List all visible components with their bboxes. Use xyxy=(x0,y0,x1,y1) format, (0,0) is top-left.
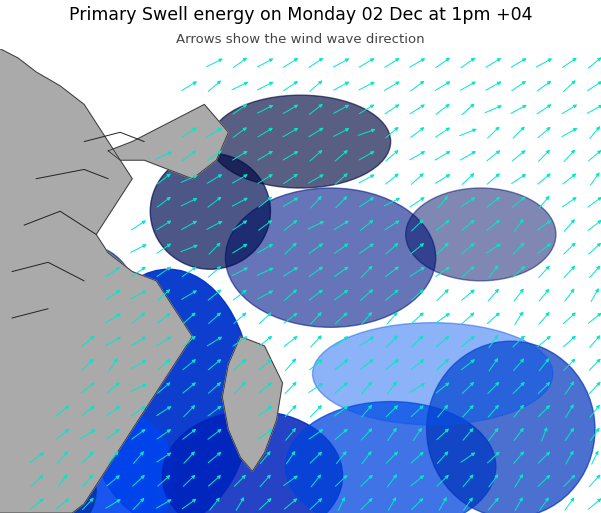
Polygon shape xyxy=(0,49,192,513)
Ellipse shape xyxy=(150,153,270,269)
Text: Primary Swell energy on Monday 02 Dec at 1pm +04: Primary Swell energy on Monday 02 Dec at… xyxy=(69,6,532,24)
Polygon shape xyxy=(108,105,228,179)
Ellipse shape xyxy=(406,188,556,281)
Ellipse shape xyxy=(42,406,174,513)
Polygon shape xyxy=(222,337,282,471)
Ellipse shape xyxy=(225,188,436,327)
Ellipse shape xyxy=(210,95,391,188)
Ellipse shape xyxy=(84,269,252,513)
Ellipse shape xyxy=(36,246,144,408)
Ellipse shape xyxy=(162,411,343,513)
Text: Arrows show the wind wave direction: Arrows show the wind wave direction xyxy=(176,33,425,47)
Ellipse shape xyxy=(285,402,496,513)
Ellipse shape xyxy=(427,341,595,513)
Ellipse shape xyxy=(313,323,553,425)
Ellipse shape xyxy=(0,443,96,513)
